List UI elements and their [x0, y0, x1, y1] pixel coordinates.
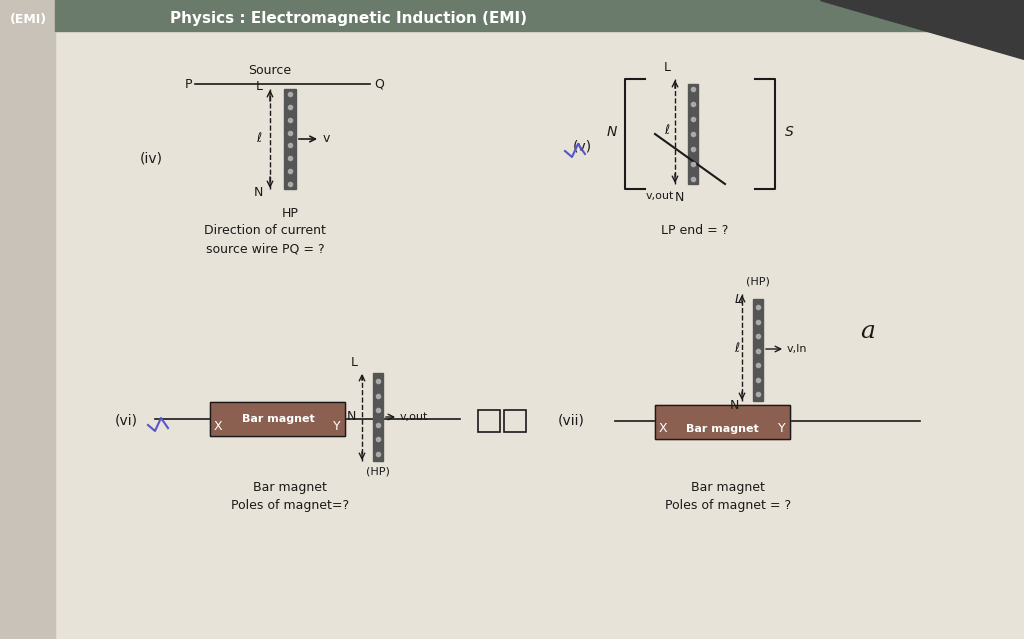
Text: L: L: [351, 356, 358, 369]
Bar: [0, 0, 55, 639]
Polygon shape: [820, 0, 1024, 59]
Text: (vi): (vi): [115, 414, 138, 428]
Text: ℓ: ℓ: [734, 343, 739, 355]
Bar: [478, 410, 500, 432]
Text: v,out: v,out: [646, 191, 674, 201]
Text: a: a: [860, 320, 876, 343]
Text: Bar magnet
Poles of magnet=?: Bar magnet Poles of magnet=?: [231, 481, 349, 512]
Text: Y: Y: [333, 419, 341, 433]
Text: Source: Source: [249, 64, 292, 77]
Text: Y: Y: [778, 422, 785, 436]
Text: Bar magnet
Poles of magnet = ?: Bar magnet Poles of magnet = ?: [665, 481, 792, 512]
Text: L: L: [735, 293, 742, 306]
Text: X: X: [214, 419, 222, 433]
Bar: [210, 402, 345, 436]
Text: P: P: [184, 77, 193, 91]
Bar: [504, 410, 526, 432]
Text: N: N: [347, 410, 356, 424]
Bar: [210, 402, 345, 436]
Text: v,out: v,out: [400, 412, 428, 422]
Text: N: N: [606, 125, 617, 139]
Bar: [655, 405, 790, 439]
Text: S: S: [785, 125, 794, 139]
Text: LP end = ?: LP end = ?: [662, 224, 729, 237]
Text: v: v: [323, 132, 331, 146]
Text: Bar magnet: Bar magnet: [242, 414, 314, 424]
Text: (iv): (iv): [140, 152, 163, 166]
Text: N: N: [675, 191, 684, 204]
Text: ℓ: ℓ: [256, 132, 261, 146]
Bar: [655, 405, 790, 439]
Text: X: X: [658, 422, 668, 436]
Bar: [753, 299, 763, 401]
Text: (HP): (HP): [366, 466, 390, 476]
Text: (vii): (vii): [558, 414, 585, 428]
Text: Physics : Electromagnetic Induction (EMI): Physics : Electromagnetic Induction (EMI…: [170, 12, 527, 26]
Text: N: N: [730, 399, 739, 412]
Bar: [55, 0, 1024, 31]
Text: L: L: [256, 81, 263, 93]
Text: ℓ: ℓ: [664, 125, 669, 137]
Text: Direction of current
source wire PQ = ?: Direction of current source wire PQ = ?: [204, 224, 326, 256]
Text: (HP): (HP): [746, 277, 770, 287]
Bar: [688, 84, 698, 184]
Text: HP: HP: [282, 207, 298, 220]
Text: (EMI): (EMI): [10, 13, 47, 26]
Text: (v): (v): [572, 140, 592, 154]
Bar: [373, 373, 383, 461]
Text: Q: Q: [374, 77, 384, 91]
Text: N: N: [254, 187, 263, 199]
Text: v,In: v,In: [787, 344, 808, 354]
Text: Bar magnet: Bar magnet: [686, 424, 759, 434]
Text: L: L: [664, 61, 671, 74]
Bar: [284, 89, 296, 189]
